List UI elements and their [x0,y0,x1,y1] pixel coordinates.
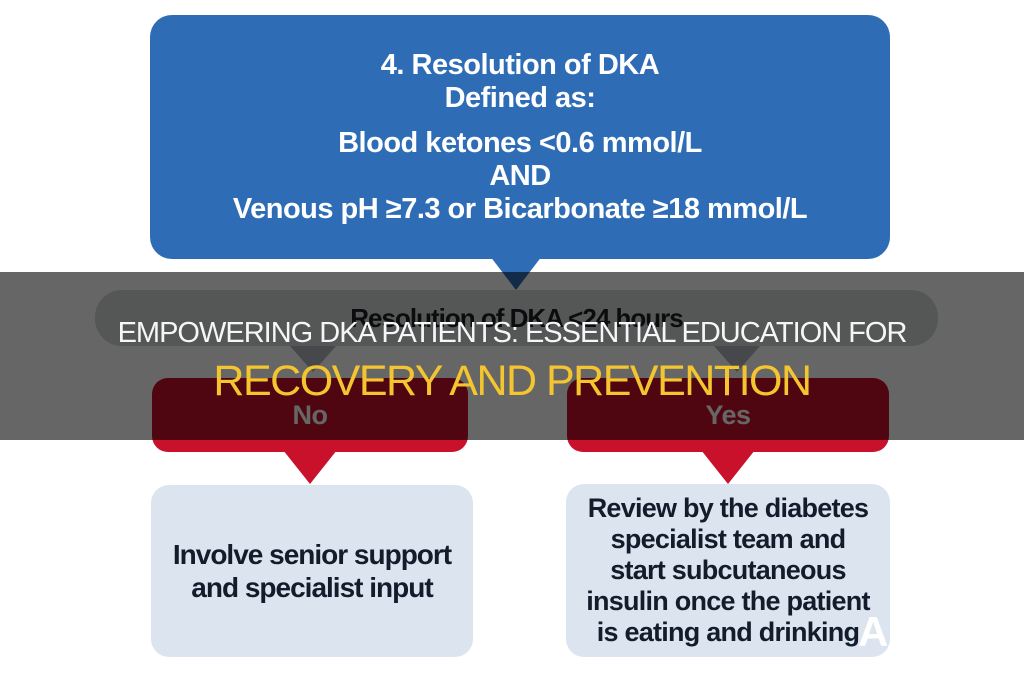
definition-and-label: AND [489,159,551,192]
yes-outcome-line: Review by the diabetes [587,493,869,523]
banner-title-line1: EMPOWERING DKA PATIENTS: ESSENTIAL EDUCA… [117,317,908,349]
no-outcome-box: Involve senior support and specialist in… [151,485,473,657]
no-outcome-line: Involve senior support [172,539,452,570]
dka-resolution-definition-box: 4. Resolution of DKA Defined as: Blood k… [150,15,890,259]
yes-outcome-line: start subcutaneous [610,555,846,585]
yes-outcome-line: specialist team and [610,524,847,554]
yes-outcome-box: Review by the diabetes specialist team a… [566,484,890,657]
definition-criterion-ketones: Blood ketones <0.6 mmol/L [338,126,702,159]
definition-title-line: 4. Resolution of DKA [380,48,660,81]
no-branch-pointer-icon [283,450,337,484]
definition-criterion-ph: Venous pH ≥7.3 or Bicarbonate ≥18 mmol/L [232,192,808,225]
watermark-fragment: AI [858,608,899,655]
yes-outcome-line: is eating and drinking [596,617,860,647]
definition-subtitle-line: Defined as: [444,81,596,114]
banner-title-line2: RECOVERY AND PREVENTION [213,357,812,405]
no-outcome-line: and specialist input [191,572,433,603]
banner-overlay [0,272,1024,440]
yes-outcome-line: insulin once the patient [586,586,870,616]
yes-branch-pointer-icon [701,450,755,484]
